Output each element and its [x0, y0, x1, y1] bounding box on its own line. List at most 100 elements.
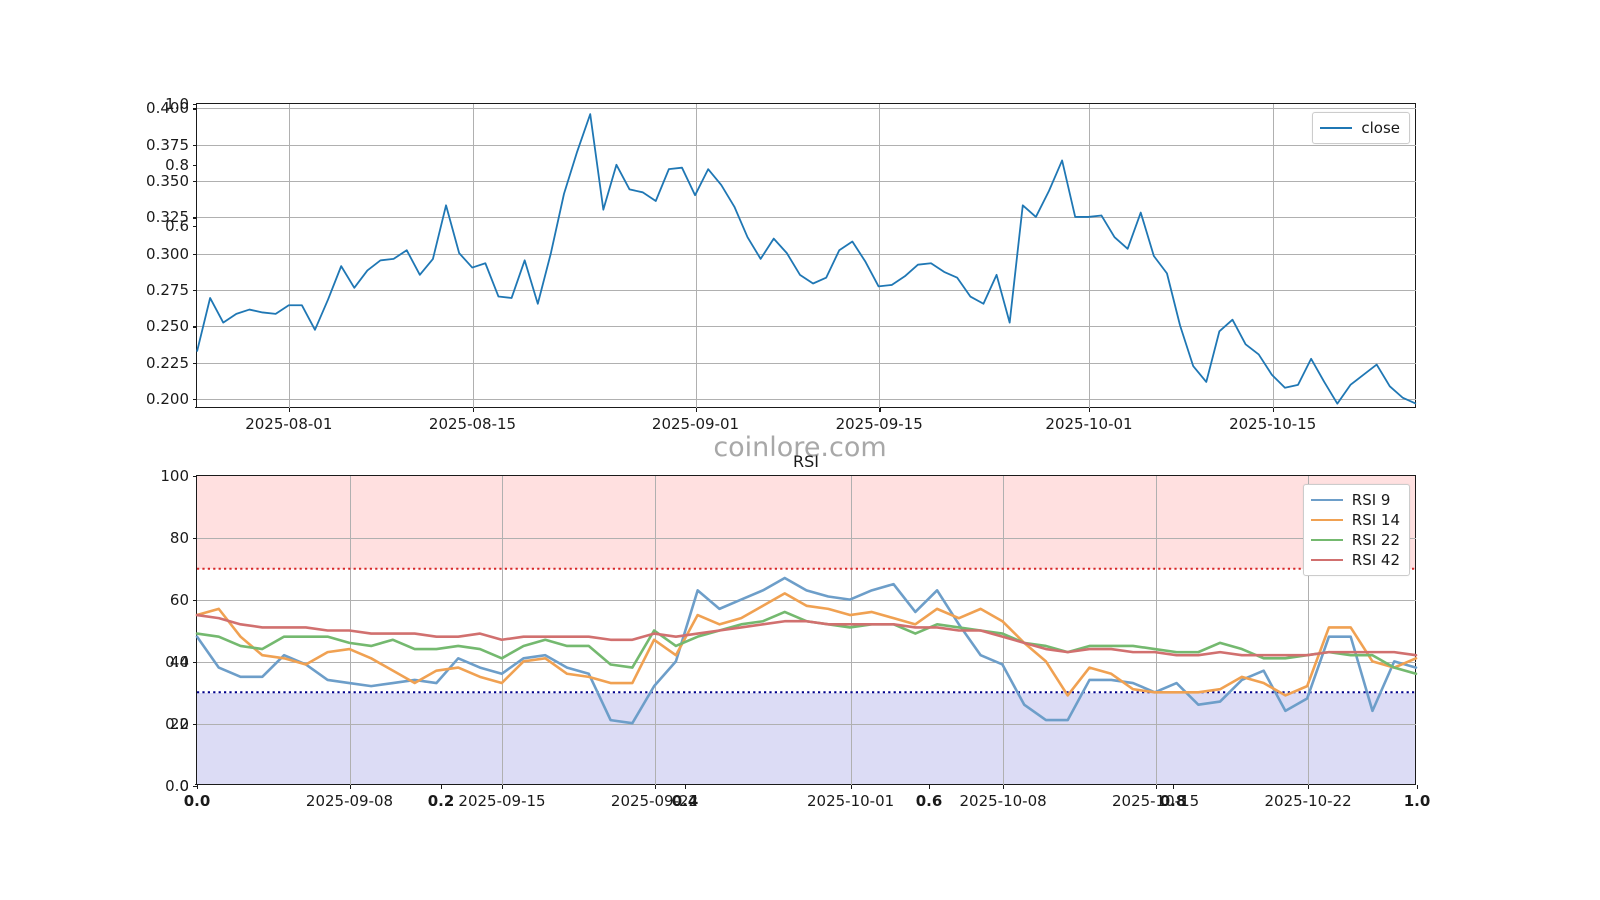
gridline — [850, 476, 852, 785]
y-tick-label: 0.375 — [146, 135, 189, 154]
legend-item[interactable]: RSI 9 — [1310, 490, 1400, 510]
gridline — [1089, 104, 1090, 408]
y-tick-label: 0.350 — [146, 172, 189, 190]
legend-label: RSI 9 — [1351, 491, 1391, 509]
y-tick-label-overlay: 0.4 — [165, 653, 189, 671]
y-tick-label: 100 — [160, 467, 189, 485]
y-tick-label: 0.200 — [146, 389, 189, 408]
legend-item[interactable]: close — [1320, 118, 1400, 138]
price-axis-right-spine — [1414, 104, 1416, 408]
x-tick-label: 2025-09-22 — [610, 792, 699, 810]
tick-mark — [685, 785, 687, 789]
price-chart-axes: 0.200 0.225 0.250 0.275 0.300 0.325 0.350 0.375… — [146, 95, 1416, 433]
gridline — [197, 600, 1416, 601]
y-tick-label: 0 — [179, 777, 189, 795]
y-tick-label: 0.275 — [146, 280, 189, 299]
rsi-line-plot — [197, 476, 1416, 785]
y-tick-label: 60 — [169, 591, 189, 609]
tick-mark — [1155, 785, 1157, 789]
tick-mark — [441, 785, 443, 789]
tick-mark — [193, 217, 197, 219]
legend-color-swatch — [1310, 499, 1343, 501]
price-axis-bottom-spine — [195, 406, 1416, 408]
legend-item[interactable]: RSI 14 — [1310, 510, 1400, 530]
x-tick-label-overlay: 0.2 — [427, 792, 455, 810]
tick-mark — [193, 662, 197, 664]
y-tick-label-overlay: 0.2 — [165, 715, 189, 733]
x-tick-label: 2025-09-15 — [458, 792, 546, 810]
gridline — [197, 662, 1416, 663]
gridline — [1272, 104, 1274, 408]
gridline — [288, 104, 290, 408]
tick-mark — [193, 362, 197, 364]
price-legend: close — [1312, 112, 1410, 144]
x-tick-label-overlay: 0.0 — [183, 792, 211, 810]
gridline — [197, 326, 1416, 328]
x-tick-label-overlay: 0.4 — [671, 792, 699, 810]
x-tick-label: 2025-10-15 — [1112, 792, 1200, 810]
gridline — [197, 289, 1416, 291]
legend-item[interactable]: RSI 22 — [1310, 530, 1400, 550]
y-tick-label: 0.225 — [146, 353, 189, 372]
tick-mark — [193, 226, 197, 228]
gridline — [197, 398, 1416, 400]
gridline — [197, 217, 1416, 219]
y-tick-label: 20 — [169, 715, 189, 733]
tick-mark — [193, 104, 197, 106]
tick-mark — [1308, 785, 1310, 789]
legend-label: RSI 42 — [1351, 551, 1400, 569]
gridline — [1155, 476, 1157, 785]
y-tick-label: 0.300 — [146, 244, 189, 263]
rsi-chart-axes: 0 20 40 60 80 100 0.0 0.2 0.4 2025-09-08 2025-09… — [160, 467, 1430, 810]
gridline — [1308, 476, 1310, 785]
x-tick-label: 2025-10-01 — [1045, 415, 1133, 433]
legend-color-swatch — [1310, 559, 1343, 561]
gridline — [197, 538, 1416, 539]
tick-mark — [193, 165, 197, 167]
x-tick-label: 2025-10-22 — [1264, 792, 1352, 810]
y-tick-label: 40 — [169, 653, 189, 671]
tick-mark — [1173, 785, 1175, 789]
y-tick-label-overlay: 0.6 — [165, 217, 189, 235]
tick-mark — [193, 398, 197, 401]
legend-color-swatch — [1310, 519, 1343, 521]
legend-item[interactable]: RSI 42 — [1310, 550, 1400, 570]
gridline — [197, 362, 1416, 364]
gridline — [1003, 476, 1005, 785]
legend-label: RSI 22 — [1351, 531, 1400, 549]
tick-mark — [1089, 408, 1091, 412]
x-tick-label-overlay: 0.8 — [1159, 792, 1187, 810]
tick-mark — [193, 786, 197, 788]
x-tick-label: 2025-10-15 — [1229, 415, 1317, 433]
x-tick-label: 2025-09-15 — [835, 415, 923, 433]
tick-mark — [1003, 785, 1005, 789]
gridline — [472, 104, 474, 408]
x-tick-label: 2025-10-08 — [959, 792, 1047, 810]
tick-mark — [193, 600, 197, 602]
price-line-plot — [197, 104, 1416, 408]
tick-mark — [1272, 408, 1275, 412]
y-tick-label: 0.325 — [146, 208, 189, 227]
gridline — [695, 104, 697, 408]
tick-mark — [654, 785, 656, 789]
gridline — [197, 181, 1416, 182]
x-tick-label: 2025-08-15 — [428, 415, 517, 433]
tick-mark — [502, 785, 504, 789]
legend-color-swatch — [1320, 127, 1353, 129]
x-tick-label: 2025-08-01 — [245, 415, 333, 433]
tick-mark — [193, 289, 197, 292]
tick-mark — [193, 476, 197, 478]
tick-mark — [349, 785, 351, 789]
gridline — [879, 104, 881, 408]
tick-mark — [879, 408, 881, 412]
tick-mark — [850, 785, 852, 789]
tick-mark — [193, 253, 197, 255]
tick-mark — [1417, 785, 1419, 789]
gridline — [197, 724, 1416, 725]
x-tick-label-overlay: 1.0 — [1403, 792, 1431, 810]
tick-mark — [193, 108, 197, 110]
gridline — [197, 108, 1416, 110]
y-tick-label-overlay: 0.0 — [165, 777, 189, 795]
tick-mark — [193, 181, 197, 183]
tick-mark — [929, 785, 931, 789]
